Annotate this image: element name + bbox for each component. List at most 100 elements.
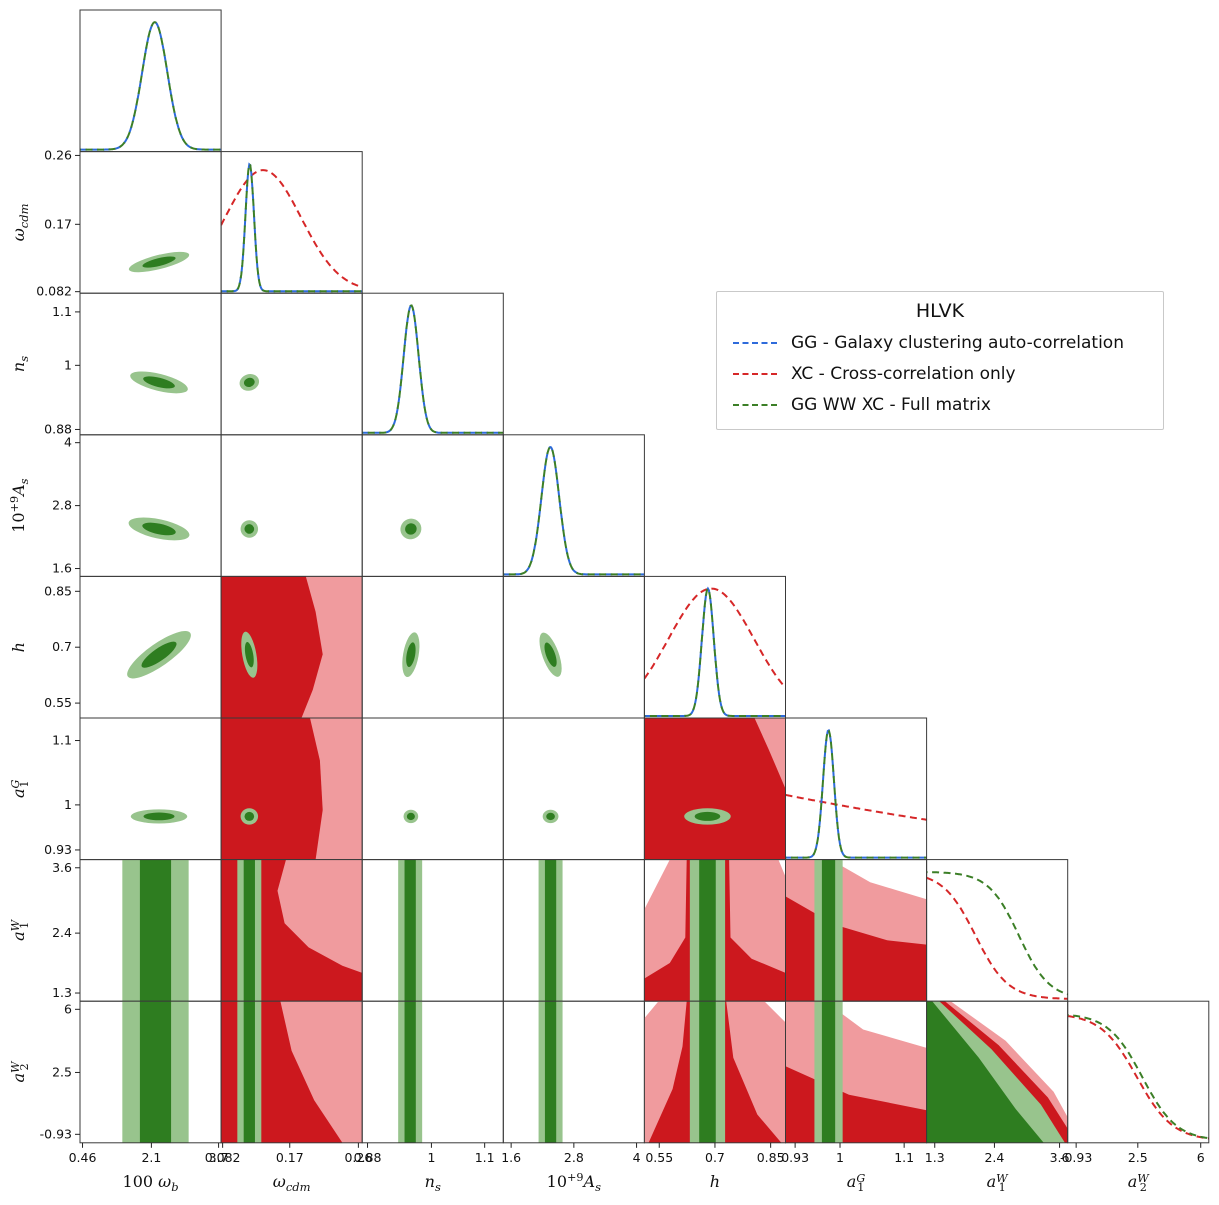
panel-7-4	[644, 1001, 786, 1143]
y-tick-label: 2.8	[52, 498, 72, 513]
panel-5-3	[542, 809, 559, 824]
x-tick-label: 2.8	[564, 1150, 584, 1165]
panel-7-3	[538, 1001, 563, 1143]
axis-label: h	[710, 1172, 720, 1191]
x-tick-label: 1.1	[475, 1150, 495, 1165]
y-tick-label: 0.88	[44, 421, 72, 436]
panel-3-3	[503, 445, 645, 576]
y-tick-label: 0.17	[44, 216, 72, 231]
x-tick-label: 0.85	[757, 1150, 785, 1165]
x-tick-label: 1.3	[925, 1150, 945, 1165]
panel-2-2	[362, 304, 504, 434]
x-tick-label: 1.1	[894, 1150, 914, 1165]
panel-3-1	[240, 520, 259, 538]
axis-label: ωcdm	[9, 203, 31, 241]
y-tick-label: 6	[64, 1001, 72, 1016]
panel-4-0	[127, 630, 191, 679]
panel-3-0	[128, 517, 190, 541]
panel-4-2	[402, 632, 420, 678]
panel-6-6	[926, 871, 1068, 1000]
panel-6-3	[538, 859, 563, 1002]
y-tick-label: 0.93	[44, 842, 72, 857]
legend-label-full: GG WW XC - Full matrix	[791, 395, 991, 415]
y-tick-label: 1	[64, 357, 72, 372]
dashed-line-swatch-gg	[733, 342, 777, 344]
axis-label: 10+9As	[547, 1171, 601, 1194]
panel-1-0	[128, 251, 190, 273]
panel-6-0	[122, 859, 189, 1002]
y-tick-label: 1.1	[52, 733, 72, 748]
x-tick-label: 2.5	[1128, 1150, 1148, 1165]
x-tick-label: 0.26	[344, 1150, 372, 1165]
panel-7-6	[926, 1001, 1068, 1143]
panel-1-1	[221, 162, 363, 293]
axis-label: aG1	[9, 779, 31, 798]
legend-item-gg: GG - Galaxy clustering auto-correlation	[733, 333, 1147, 353]
legend-label-xc: XC - Cross-correlation only	[791, 364, 1016, 384]
axis-label: ωcdm	[273, 1172, 311, 1194]
y-tick-label: 0.85	[44, 583, 72, 598]
y-tick-label: 0.26	[44, 147, 72, 162]
y-tick-label: 2.4	[52, 925, 72, 940]
x-tick-label: 1	[836, 1150, 844, 1165]
panel-5-4	[644, 718, 786, 860]
axis-label: ns	[425, 1172, 441, 1194]
y-tick-label: 1.1	[52, 304, 72, 319]
dashed-line-swatch-full	[733, 404, 777, 406]
panel-4-3	[539, 632, 562, 677]
x-tick-label: 0.17	[276, 1150, 304, 1165]
legend: HLVK GG - Galaxy clustering auto-correla…	[716, 291, 1164, 430]
panel-7-0	[122, 1001, 189, 1143]
x-tick-label: 0.93	[781, 1150, 809, 1165]
axis-label: 100 ωb	[123, 1172, 179, 1194]
axis-label: h	[9, 642, 28, 652]
panel-5-1	[221, 718, 363, 860]
dashed-line-swatch-xc	[733, 373, 777, 375]
legend-item-full: GG WW XC - Full matrix	[733, 395, 1147, 415]
panel-0-0	[80, 21, 222, 151]
x-tick-label: 2.4	[984, 1150, 1004, 1165]
y-tick-label: -0.93	[40, 1126, 72, 1141]
panel-2-0	[130, 371, 188, 394]
panel-7-5	[785, 1001, 927, 1143]
x-tick-label: 6	[1197, 1150, 1205, 1165]
panel-4-4	[644, 586, 786, 717]
x-tick-label: 3.7	[209, 1150, 229, 1165]
panel-6-1	[221, 859, 363, 1002]
x-tick-label: 1	[427, 1150, 435, 1165]
x-tick-label: 0.55	[645, 1150, 673, 1165]
y-tick-label: 0.7	[52, 639, 72, 654]
x-tick-label: -0.93	[1060, 1150, 1092, 1165]
y-tick-label: 2.5	[52, 1064, 72, 1079]
legend-item-xc: XC - Cross-correlation only	[733, 364, 1147, 384]
panel-5-2	[403, 809, 419, 824]
x-tick-label: 0.88	[354, 1150, 382, 1165]
y-tick-label: 3.6	[52, 860, 72, 875]
panel-7-7	[1067, 1014, 1209, 1140]
y-tick-label: 1.6	[52, 561, 72, 576]
x-tick-label: 0.46	[69, 1150, 97, 1165]
x-tick-label: 2.1	[141, 1150, 161, 1165]
y-tick-label: 0.55	[44, 695, 72, 710]
panel-6-4	[644, 859, 786, 1002]
panel-7-1	[221, 1001, 363, 1143]
panel-3-2	[400, 518, 422, 540]
panel-7-2	[398, 1001, 423, 1143]
panel-2-1	[239, 374, 260, 391]
x-tick-label: 0.082	[205, 1150, 241, 1165]
panel-6-2	[398, 859, 423, 1002]
axis-label: aW2	[9, 1060, 31, 1083]
y-tick-label: 1	[64, 797, 72, 812]
panel-6-5	[785, 859, 927, 1002]
axis-label: 10+9As	[8, 478, 31, 532]
x-tick-label: 3.6	[1050, 1150, 1070, 1165]
legend-label-gg: GG - Galaxy clustering auto-correlation	[791, 333, 1124, 353]
x-tick-label: 1.6	[501, 1150, 521, 1165]
panel-4-1	[221, 576, 363, 718]
y-tick-label: 4	[64, 435, 72, 450]
